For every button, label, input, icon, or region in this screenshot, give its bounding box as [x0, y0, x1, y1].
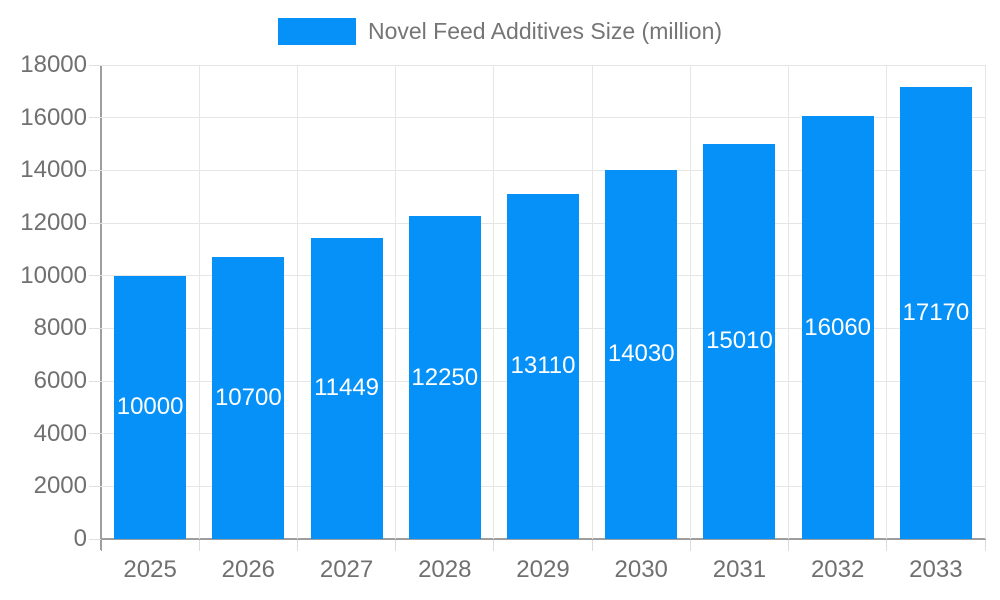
- gridline-vertical: [984, 65, 986, 539]
- bar-value-label: 10700: [214, 384, 282, 412]
- bar[interactable]: [703, 143, 776, 539]
- legend-label[interactable]: Novel Feed Additives Size (million): [367, 17, 723, 44]
- gridline-vertical: [493, 65, 495, 539]
- x-tick-label: 2028: [418, 556, 472, 583]
- x-axis-tick: [296, 540, 298, 551]
- y-tick-label: 18000: [20, 51, 87, 78]
- gridline-vertical: [886, 65, 888, 539]
- gridline-horizontal: [101, 117, 985, 119]
- x-axis-tick: [100, 540, 102, 551]
- x-axis-tick: [886, 540, 888, 551]
- x-axis-tick: [984, 540, 986, 551]
- y-axis-tick: [89, 433, 101, 435]
- x-axis-tick: [395, 540, 397, 551]
- gridline-vertical: [198, 65, 200, 539]
- x-tick-label: 2027: [319, 556, 374, 583]
- x-tick-label: 2033: [909, 556, 963, 583]
- y-axis-tick: [89, 169, 101, 171]
- y-axis-tick: [89, 327, 101, 329]
- y-tick-label: 16000: [20, 103, 87, 131]
- bar-value-label: 17170: [902, 298, 970, 326]
- x-axis-tick: [591, 540, 593, 551]
- gridline-vertical: [788, 65, 790, 539]
- gridline-horizontal: [101, 169, 985, 171]
- gridline-vertical: [591, 65, 593, 539]
- gridline-horizontal: [101, 64, 985, 66]
- y-tick-label: 0: [73, 525, 87, 552]
- bar-value-label: 11449: [314, 374, 380, 402]
- bar[interactable]: [408, 216, 481, 539]
- y-tick-label: 8000: [33, 314, 87, 342]
- y-axis-tick: [89, 64, 101, 66]
- x-axis-tick: [198, 540, 200, 551]
- bar[interactable]: [605, 169, 678, 539]
- x-axis-tick: [788, 540, 790, 551]
- bar-value-label: 12250: [411, 363, 479, 391]
- x-tick-label: 2031: [712, 556, 767, 583]
- bar[interactable]: [114, 275, 187, 539]
- y-tick-label: 14000: [20, 156, 87, 184]
- y-axis-tick: [89, 117, 101, 119]
- bar-value-label: 14030: [607, 340, 675, 368]
- y-tick-label: 4000: [33, 419, 87, 447]
- x-axis-tick: [689, 540, 691, 551]
- bar-value-label: 10000: [116, 393, 184, 421]
- y-axis-line: [100, 65, 102, 550]
- y-tick-label: 12000: [20, 209, 87, 236]
- gridline-vertical: [296, 65, 298, 539]
- bar-value-label: 13110: [510, 352, 576, 380]
- bar[interactable]: [507, 193, 579, 539]
- x-tick-label: 2026: [221, 556, 276, 583]
- x-tick-label: 2029: [516, 556, 570, 583]
- y-tick-label: 6000: [33, 367, 87, 394]
- chart-legend: Novel Feed Additives Size (million): [0, 14, 1000, 48]
- bar[interactable]: [899, 86, 972, 539]
- gridline-vertical: [395, 65, 397, 539]
- x-axis-tick: [493, 540, 495, 551]
- x-tick-label: 2025: [123, 556, 177, 583]
- x-tick-label: 2030: [614, 556, 668, 583]
- bar[interactable]: [801, 116, 874, 539]
- y-tick-label: 2000: [33, 472, 87, 500]
- x-axis-line: [101, 538, 986, 540]
- bar[interactable]: [310, 237, 383, 539]
- bar-value-label: 16060: [804, 313, 872, 341]
- y-axis-tick: [89, 380, 101, 382]
- plot-area: 10000 10700 11449 12250 13110 14030 15010 16060…: [101, 64, 986, 539]
- legend-swatch[interactable]: [277, 17, 356, 45]
- y-axis-tick: [89, 275, 101, 277]
- y-tick-label: 10000: [20, 261, 87, 289]
- bar[interactable]: [212, 257, 285, 539]
- y-axis-tick: [89, 222, 101, 224]
- bar-value-label: 15010: [706, 327, 773, 355]
- y-axis-tick: [89, 538, 101, 540]
- x-tick-label: 2032: [810, 556, 865, 583]
- gridline-vertical: [689, 65, 691, 539]
- y-axis-tick: [89, 485, 101, 487]
